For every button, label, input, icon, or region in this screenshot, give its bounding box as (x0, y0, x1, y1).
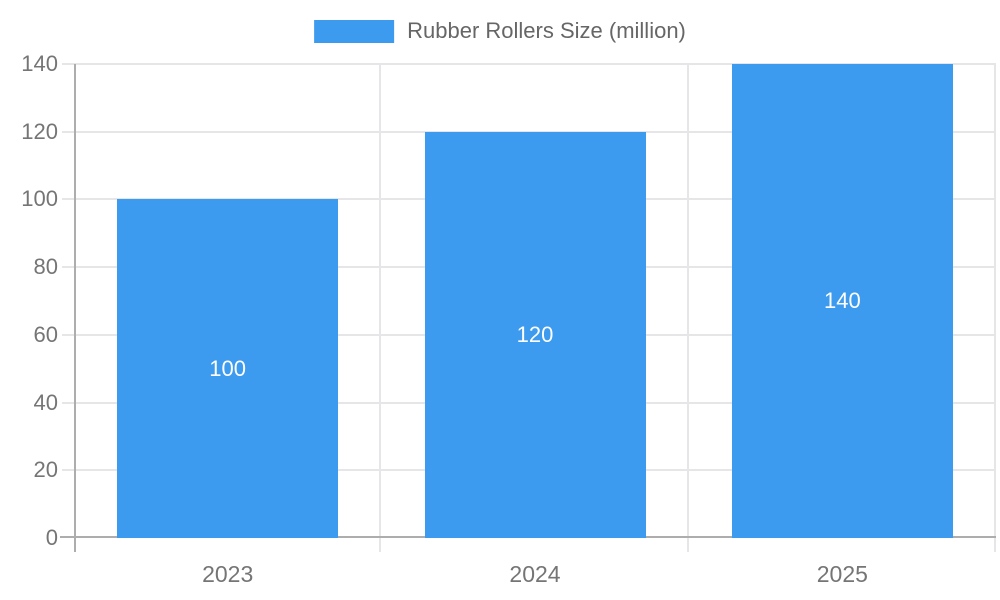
y-axis-tick-label: 60 (33, 321, 58, 347)
bar-value-label: 120 (516, 321, 554, 347)
bar-value-label: 100 (209, 355, 247, 381)
x-axis-tick-label: 2024 (509, 561, 561, 587)
x-axis-tick-label: 2025 (816, 561, 868, 587)
y-axis-tick-label: 40 (33, 389, 58, 415)
y-axis-tick-label: 100 (21, 186, 58, 212)
y-axis-tick-label: 80 (33, 254, 58, 280)
y-axis-line (74, 64, 76, 552)
gridline-horizontal (62, 63, 996, 65)
gridline-horizontal (62, 130, 996, 133)
gridline-vertical (994, 64, 996, 552)
bar-2025[interactable] (731, 64, 953, 538)
x-axis-tick-label: 2023 (202, 561, 254, 587)
gridline-vertical (686, 64, 689, 552)
bar-2023[interactable] (117, 199, 339, 538)
y-axis-tick-label: 120 (21, 118, 58, 144)
legend-label: Rubber Rollers Size (million) (407, 18, 686, 43)
y-axis-tick-label: 20 (33, 457, 58, 483)
y-axis-tick-label: 140 (21, 51, 58, 76)
y-axis-tick-label: 0 (45, 525, 58, 550)
legend-item[interactable]: Rubber Rollers Size (million) (314, 18, 686, 44)
bar-2024[interactable] (424, 131, 646, 538)
bar-value-label: 140 (823, 288, 861, 313)
legend-swatch-icon (314, 19, 395, 43)
gridline-vertical (379, 64, 382, 552)
plot-area: 0 20 40 60 80 100 120 140 100 2023 120 2024 140 2025 (21, 51, 996, 587)
